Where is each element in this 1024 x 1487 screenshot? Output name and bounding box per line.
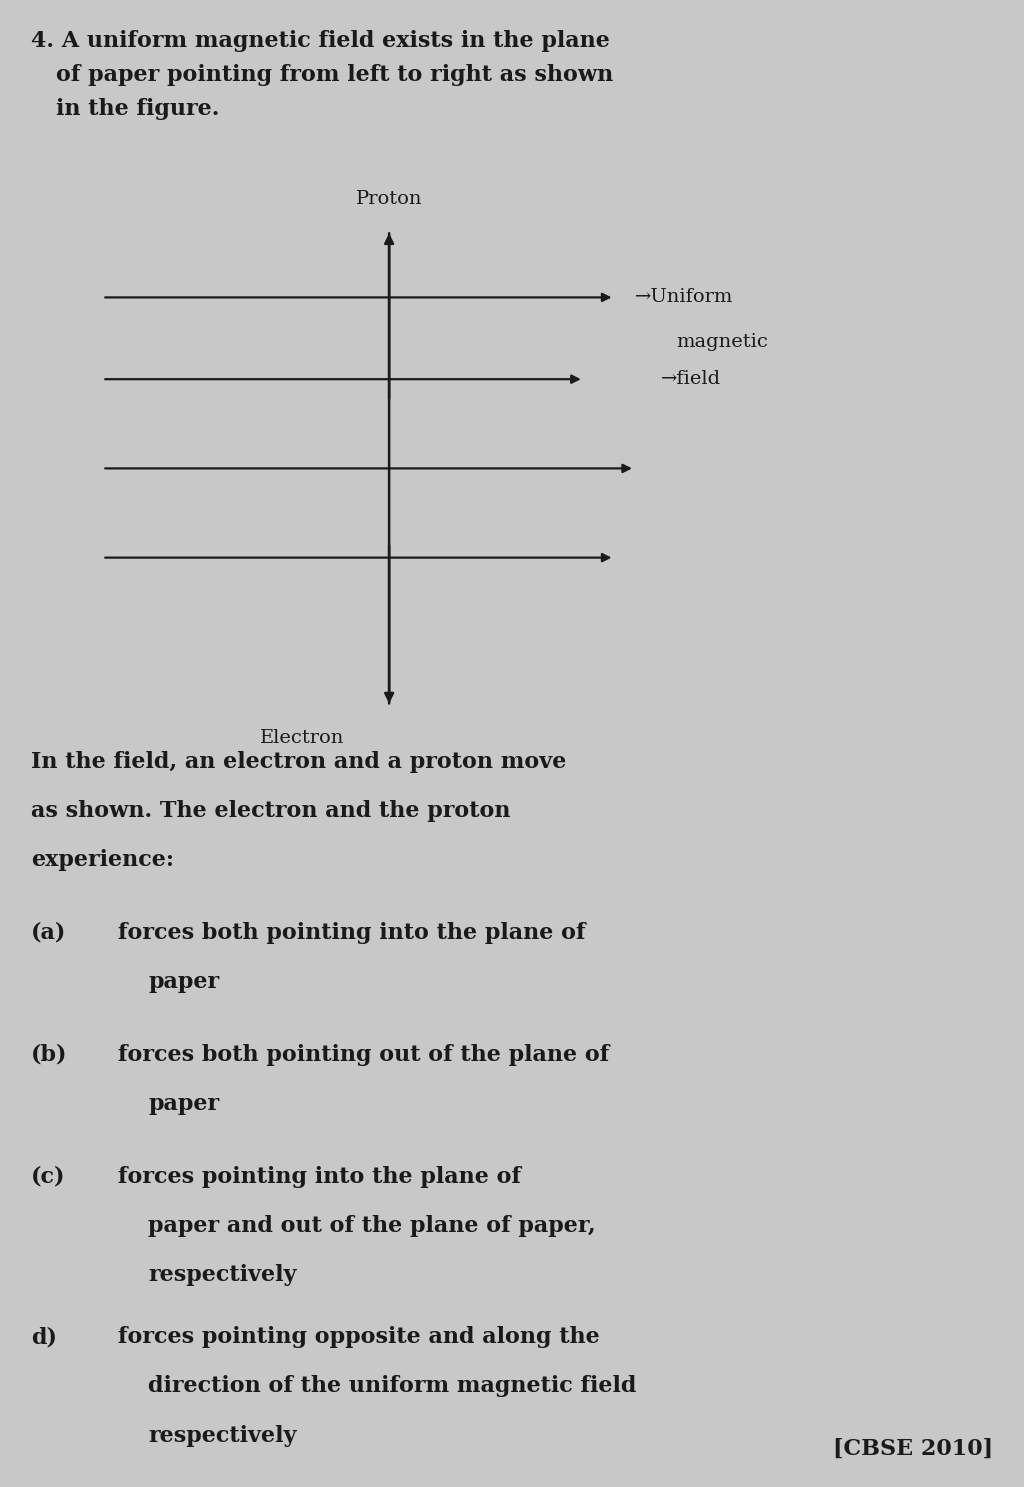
Text: respectively: respectively (148, 1264, 297, 1286)
Text: respectively: respectively (148, 1425, 297, 1447)
Text: Electron: Electron (260, 729, 344, 746)
Text: paper and out of the plane of paper,: paper and out of the plane of paper, (148, 1215, 596, 1237)
Text: In the field, an electron and a proton move: In the field, an electron and a proton m… (31, 751, 566, 773)
Text: as shown. The electron and the proton: as shown. The electron and the proton (31, 800, 510, 822)
Text: d): d) (31, 1326, 56, 1349)
Text: 4. A uniform magnetic field exists in the plane: 4. A uniform magnetic field exists in th… (31, 30, 609, 52)
Text: forces pointing opposite and along the: forces pointing opposite and along the (118, 1326, 599, 1349)
Text: forces pointing into the plane of: forces pointing into the plane of (118, 1166, 521, 1188)
Text: [CBSE 2010]: [CBSE 2010] (834, 1438, 993, 1460)
Text: (a): (a) (31, 922, 67, 944)
Text: Proton: Proton (356, 190, 422, 208)
Text: experience:: experience: (31, 849, 174, 871)
Text: in the figure.: in the figure. (56, 98, 220, 120)
Text: forces both pointing into the plane of: forces both pointing into the plane of (118, 922, 586, 944)
Text: forces both pointing out of the plane of: forces both pointing out of the plane of (118, 1044, 609, 1066)
Text: (c): (c) (31, 1166, 66, 1188)
Text: →field: →field (660, 370, 721, 388)
Text: direction of the uniform magnetic field: direction of the uniform magnetic field (148, 1375, 637, 1398)
Text: magnetic: magnetic (676, 333, 768, 351)
Text: (b): (b) (31, 1044, 68, 1066)
Text: of paper pointing from left to right as shown: of paper pointing from left to right as … (56, 64, 613, 86)
Text: paper: paper (148, 1093, 219, 1115)
Text: →Uniform: →Uniform (635, 288, 733, 306)
Text: paper: paper (148, 971, 219, 993)
